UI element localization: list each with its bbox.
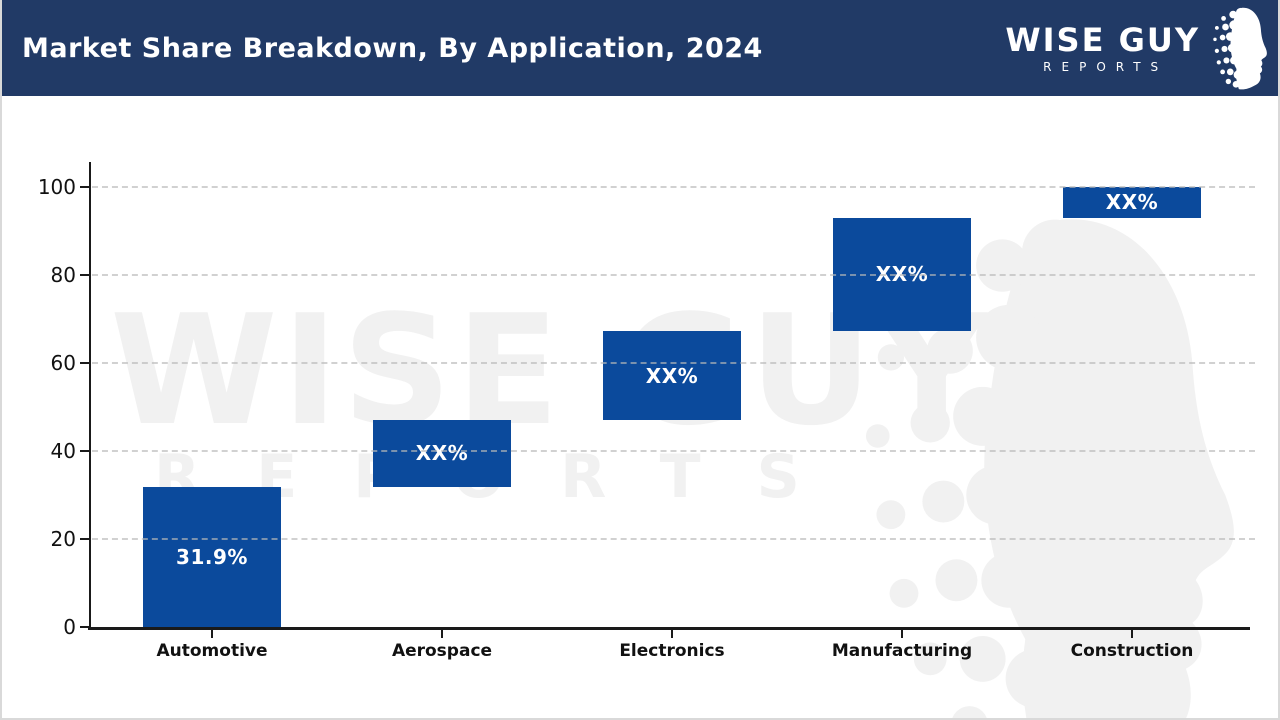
bar-aerospace: XX%: [373, 420, 511, 487]
header-band: Market Share Breakdown, By Application, …: [2, 0, 1278, 96]
x-category-label: Automotive: [156, 641, 268, 661]
bar-electronics: XX%: [603, 330, 741, 421]
gridline-80: [92, 274, 1255, 276]
bar-value-label: XX%: [415, 441, 469, 466]
gridline-100: [92, 186, 1255, 188]
x-tick-1: [441, 630, 443, 638]
bar-value-label: XX%: [645, 363, 699, 388]
bar-automotive: 31.9%: [143, 486, 281, 627]
y-tick-label-0: 0: [63, 615, 76, 639]
y-tick-20: [80, 538, 89, 540]
y-tick-40: [80, 450, 89, 452]
gridline-20: [92, 538, 1255, 540]
dotted-head-icon: [1213, 7, 1267, 90]
x-category-label: Electronics: [619, 641, 725, 661]
brand-name: WISE GUY: [1005, 20, 1200, 59]
bar-construction: XX%: [1063, 187, 1201, 218]
page-title: Market Share Breakdown, By Application, …: [22, 32, 763, 64]
y-tick-label-80: 80: [50, 263, 76, 287]
gridline-60: [92, 362, 1255, 364]
y-tick-label-40: 40: [50, 439, 76, 463]
x-tick-3: [901, 630, 903, 638]
y-tick-60: [80, 362, 89, 364]
brand-logo: WISE GUY REPORTS: [1005, 5, 1268, 91]
bar-value-label: XX%: [1105, 190, 1159, 215]
y-tick-100: [80, 186, 89, 188]
x-tick-2: [671, 630, 673, 638]
x-category-label: Manufacturing: [831, 641, 973, 661]
x-tick-0: [211, 630, 213, 638]
y-tick-label-60: 60: [50, 351, 76, 375]
brand-logo-text: WISE GUY REPORTS: [1005, 23, 1200, 74]
x-category-label: Aerospace: [391, 641, 493, 661]
y-tick-80: [80, 274, 89, 276]
y-tick-label-100: 100: [37, 175, 76, 199]
x-tick-4: [1131, 630, 1133, 638]
watermark-dotted-head: [865, 219, 1234, 718]
y-axis-line: [89, 162, 91, 630]
gridline-40: [92, 450, 1255, 452]
y-tick-label-20: 20: [50, 527, 76, 551]
x-axis-line: [88, 627, 1250, 630]
y-tick-0: [80, 626, 89, 628]
brand-subtitle: REPORTS: [1043, 59, 1169, 74]
bar-value-label: 31.9%: [176, 544, 248, 569]
x-category-label: Construction: [1070, 641, 1194, 661]
